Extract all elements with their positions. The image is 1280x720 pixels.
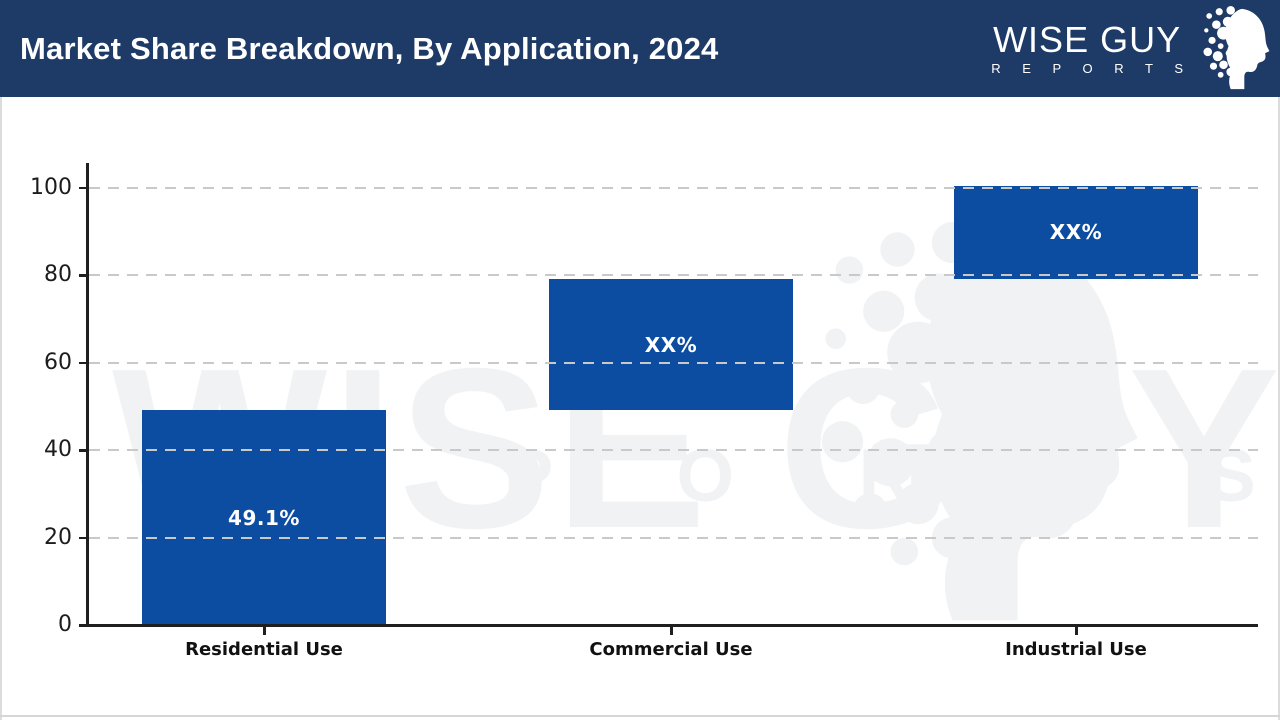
frame-edge-left <box>0 97 2 720</box>
gridline <box>89 536 1258 539</box>
bar-industrial-use: XX% <box>954 185 1198 279</box>
logo-reports-text: R E P O R T S <box>991 61 1192 76</box>
x-axis-line <box>86 624 1258 627</box>
x-tick-label-industrial-use: Industrial Use <box>1005 639 1147 660</box>
y-tick-label: 0 <box>58 612 72 637</box>
y-axis-tick <box>79 449 87 452</box>
gridline <box>89 361 1258 364</box>
bar-residential-use: 49.1% <box>142 410 386 625</box>
header-bar: Market Share Breakdown, By Application, … <box>0 0 1280 97</box>
frame-edge-right <box>1278 97 1280 720</box>
x-axis-tick <box>1075 626 1078 635</box>
frame-edge-bottom <box>0 715 1280 717</box>
y-tick-label: 80 <box>44 262 72 287</box>
bar-value-label: 49.1% <box>228 505 300 530</box>
gridline <box>89 186 1258 189</box>
x-axis-tick <box>263 626 266 635</box>
y-axis-line <box>86 163 89 627</box>
y-tick-label: 20 <box>44 524 72 550</box>
gridline <box>89 449 1258 451</box>
y-axis-tick <box>79 361 87 364</box>
wiseguy-face-logo-icon <box>1203 5 1270 89</box>
x-axis-tick <box>670 626 673 635</box>
y-axis-tick <box>79 186 87 189</box>
gridline <box>89 274 1258 276</box>
bar-value-label: XX% <box>644 332 698 357</box>
y-tick-label: 40 <box>44 437 72 462</box>
y-tick-label: 100 <box>30 174 72 200</box>
y-axis-tick <box>79 624 87 627</box>
x-tick-label-residential-use: Residential Use <box>185 639 343 660</box>
y-tick-label: 60 <box>44 349 72 375</box>
x-tick-label-commercial-use: Commercial Use <box>589 639 753 660</box>
bar-value-label: XX% <box>1049 220 1103 245</box>
logo-brand-text: WISE GUY <box>993 19 1182 60</box>
bar-commercial-use: XX% <box>549 278 793 411</box>
wiseguy-logo: WISE GUY R E P O R T S <box>982 0 1272 97</box>
y-axis-tick <box>79 536 87 539</box>
chart-title: Market Share Breakdown, By Application, … <box>20 30 719 66</box>
y-axis-tick <box>79 274 87 277</box>
